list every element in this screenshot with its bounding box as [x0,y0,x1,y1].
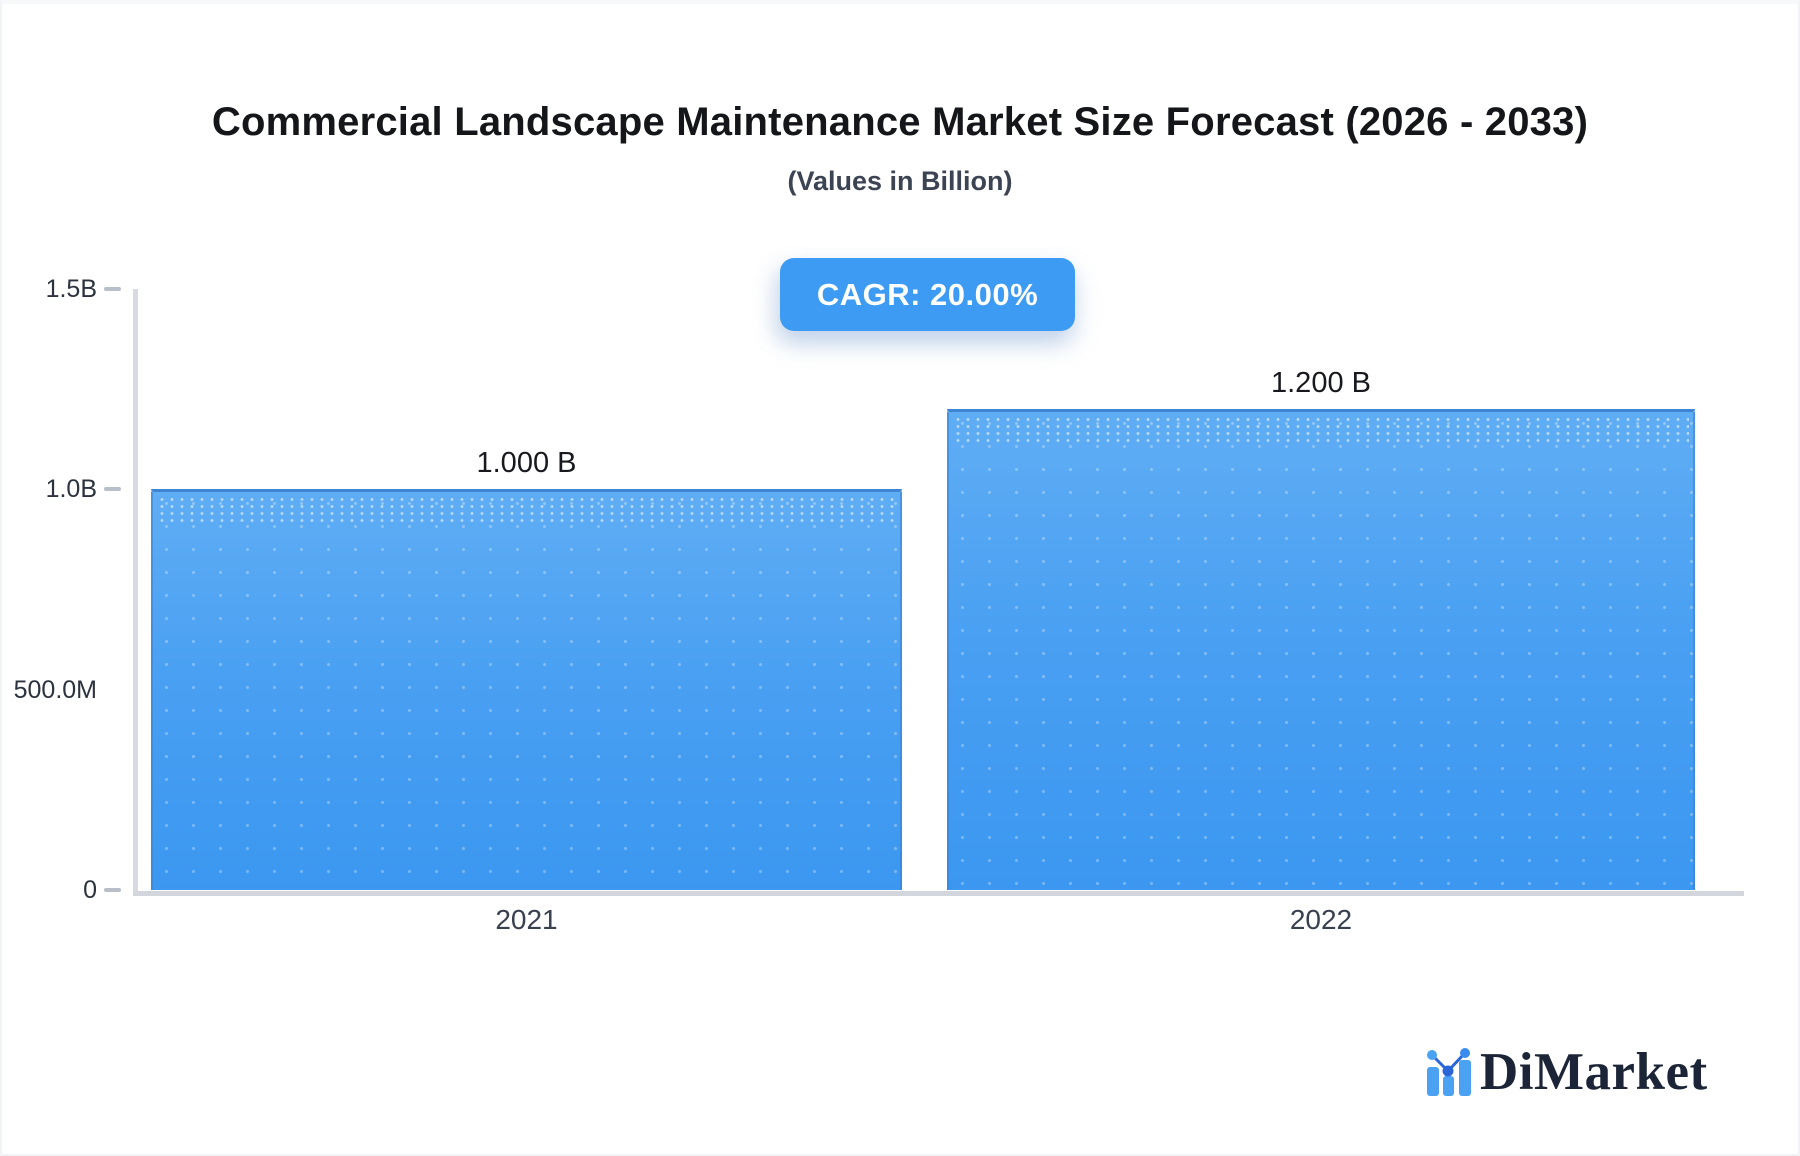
bar-value-label: 1.000 B [476,447,577,479]
y-axis-tick [104,487,121,492]
chart-subtitle: (Values in Billion) [787,166,1013,196]
y-axis-tick [104,287,121,291]
y-axis-tick [104,888,121,892]
bar-chart-trend-icon [1427,1048,1471,1096]
cagr-badge: CAGR: 20.00% [780,258,1075,331]
y-axis-label: 500.0M [13,675,97,704]
x-axis-label: 2022 [1289,904,1353,935]
y-axis-label: 1.5B [45,275,97,303]
bar-2022[interactable] [947,409,1695,890]
x-axis-line [133,891,1744,896]
brand-logo-text: DiMarket [1480,1043,1708,1101]
bar-value-label: 1.200 B [1271,367,1371,399]
chart-title: Commercial Landscape Maintenance Market … [211,100,1589,144]
x-axis-label: 2021 [495,904,558,935]
y-axis-label: 1.0B [45,475,97,504]
brand-logo: DiMarket [1422,1042,1708,1101]
y-axis-label: 0 [83,876,97,904]
bar-2021[interactable] [151,489,902,890]
y-axis-line [133,289,138,896]
